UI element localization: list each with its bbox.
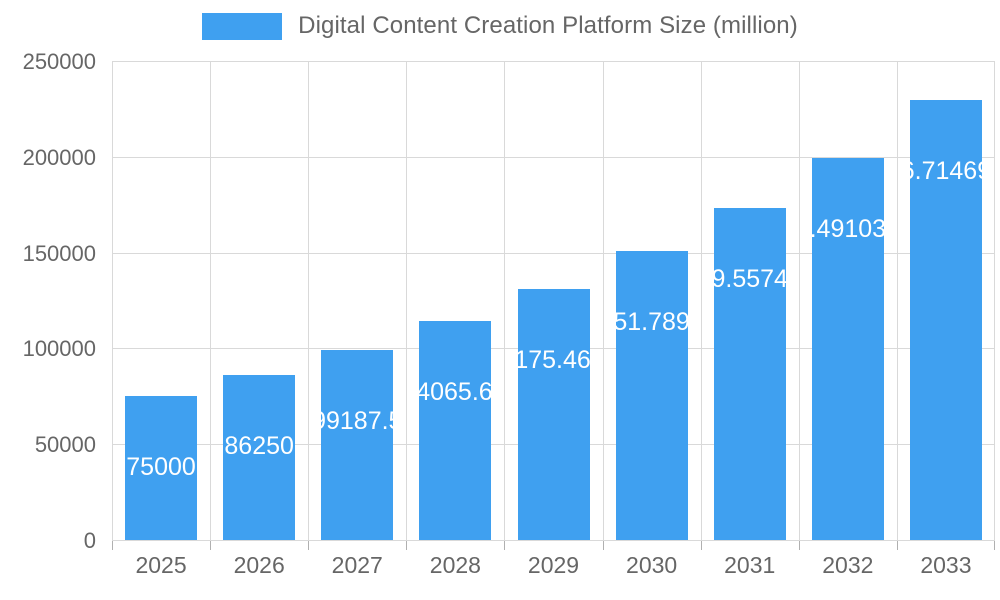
gridline-vertical — [406, 62, 407, 541]
x-axis-tick-mark — [994, 541, 995, 550]
bar-value-label: 114065.625 — [419, 378, 492, 407]
bar-rect — [713, 207, 786, 540]
bar-label-clip: 229426.7146904297 — [910, 100, 982, 540]
x-axis-tick-label: 2025 — [135, 552, 187, 578]
x-axis-tick-mark — [603, 541, 604, 550]
x-axis-tick-label: 2028 — [429, 552, 481, 578]
y-axis-labels: 0 50000 100000 150000 200000 250000 — [0, 49, 104, 553]
gridline-horizontal — [112, 61, 995, 62]
x-axis-tick-label: 2030 — [626, 552, 678, 578]
gridline-vertical — [701, 62, 702, 541]
bar-label-clip: 199501.49103515625 — [812, 158, 884, 540]
gridline-horizontal — [112, 540, 995, 541]
gridline-vertical — [210, 62, 211, 541]
gridline-vertical — [897, 62, 898, 541]
x-axis-tick-mark — [210, 541, 211, 550]
bar-value-label: 199501.49103515625 — [811, 214, 884, 243]
bar[interactable]: 75000 — [125, 396, 198, 540]
bar-label-clip: 131175.46875 — [518, 289, 590, 540]
bar-rect — [909, 100, 982, 540]
y-axis-tick-label: 250000 — [22, 49, 96, 74]
bar-value-label: 131175.46875 — [517, 345, 590, 374]
x-axis-tick-label: 2032 — [822, 552, 874, 578]
bar-rect — [321, 349, 394, 540]
bar[interactable]: 150851.7890625 — [615, 250, 688, 540]
bar-value-label: 173479.557421875 — [713, 264, 786, 293]
bar-label-clip: 86250 — [223, 375, 295, 540]
bar-rect — [125, 396, 198, 540]
bar-value-label: 229426.7146904297 — [910, 157, 982, 186]
y-axis-tick-label: 100000 — [22, 336, 96, 362]
y-axis-tick-label: 200000 — [22, 144, 96, 170]
legend-label: Digital Content Creation Platform Size (… — [298, 12, 798, 39]
plot-area: 75000 86250 99187.5 114065.625 131175.46875 1… — [112, 61, 995, 550]
x-axis-tick-mark — [504, 541, 505, 550]
bar[interactable]: 199501.49103515625 — [811, 157, 884, 540]
legend-color-swatch — [202, 12, 283, 40]
gridline-vertical — [504, 62, 505, 541]
chart-legend: Digital Content Creation Platform Size (… — [0, 12, 1000, 40]
bar[interactable]: 131175.46875 — [517, 288, 590, 540]
bar-rect — [615, 250, 688, 540]
x-axis-tick-mark — [897, 541, 898, 550]
y-axis-tick-label: 150000 — [22, 240, 96, 266]
gridline-horizontal — [112, 156, 995, 158]
gridline-vertical — [112, 62, 113, 541]
gridline-vertical — [799, 62, 800, 541]
bar[interactable]: 99187.5 — [321, 349, 394, 540]
gridline-vertical — [994, 62, 995, 541]
bar-label-clip: 75000 — [125, 396, 197, 540]
bar-label-clip: 150851.7890625 — [616, 251, 688, 540]
x-axis-tick-label: 2033 — [920, 552, 972, 578]
bar-value-label: 150851.7890625 — [615, 307, 688, 336]
bar[interactable]: 173479.557421875 — [713, 207, 786, 540]
bar-value-label: 86250 — [224, 431, 294, 460]
bar-rect — [223, 374, 296, 540]
y-axis-tick-label: 0 — [83, 528, 96, 553]
x-axis-tick-mark — [308, 541, 309, 550]
bar-label-clip: 114065.625 — [419, 321, 491, 540]
x-axis-tick-mark — [799, 541, 800, 550]
gridline-vertical — [308, 62, 309, 541]
bar-value-label: 99187.5 — [321, 406, 393, 435]
x-axis-tick-mark — [112, 541, 113, 550]
bar-rect — [419, 321, 492, 540]
x-axis-labels: 2025 2026 2027 2028 2029 2030 2031 2032 2033 — [112, 552, 995, 592]
x-axis-tick-label: 2026 — [233, 552, 285, 578]
bar-label-clip: 99187.5 — [321, 350, 393, 540]
bar[interactable]: 86250 — [223, 374, 296, 540]
bar-rect — [517, 288, 590, 540]
x-axis-tick-label: 2027 — [331, 552, 383, 578]
gridline-horizontal — [112, 252, 995, 254]
x-axis-tick-mark — [701, 541, 702, 550]
bar-rect — [811, 157, 884, 540]
x-axis-tick-label: 2031 — [724, 552, 776, 578]
bar-value-label: 75000 — [126, 453, 196, 482]
x-axis-tick-label: 2029 — [527, 552, 580, 578]
gridline-vertical — [603, 62, 604, 541]
y-axis-tick-label: 50000 — [34, 432, 96, 458]
bar[interactable]: 114065.625 — [419, 321, 492, 540]
bar-label-clip: 173479.557421875 — [714, 208, 786, 540]
x-axis-tick-mark — [406, 541, 407, 550]
bar[interactable]: 229426.7146904297 — [909, 100, 982, 540]
